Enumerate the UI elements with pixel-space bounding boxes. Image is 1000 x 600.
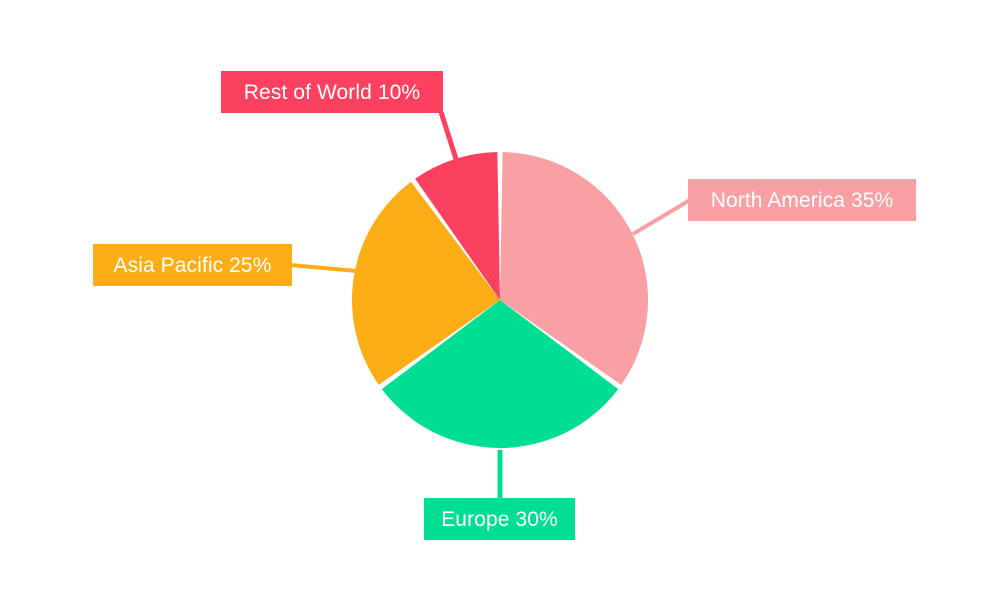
pie-slice-asia-pacific[interactable] [352,181,500,385]
leader-lines [289,111,692,500]
pie-label-rest-of-world[interactable]: Rest of World 10% [221,71,443,113]
pie-label-north-america[interactable]: North America 35% [688,179,916,221]
pie-label-rest-of-world-text: Rest of World 10% [243,80,421,104]
pie-label-asia-pacific-text: Asia Pacific 25% [113,253,272,277]
leader-line-asia-pacific [289,263,358,273]
pie-label-europe[interactable]: Europe 30% [424,498,575,540]
pie-slice-north-america[interactable] [500,152,649,385]
pie-slices [352,152,649,449]
pie-label-asia-pacific[interactable]: Asia Pacific 25% [93,244,292,286]
pie-label-europe-text: Europe 30% [441,507,558,531]
leader-line-north-america [631,198,692,236]
pie-slice-europe[interactable] [381,300,619,449]
leader-line-rest-of-world [438,111,459,160]
pie-label-north-america-text: North America 35% [710,188,894,212]
pie-slice-rest-of-world[interactable] [415,152,500,300]
